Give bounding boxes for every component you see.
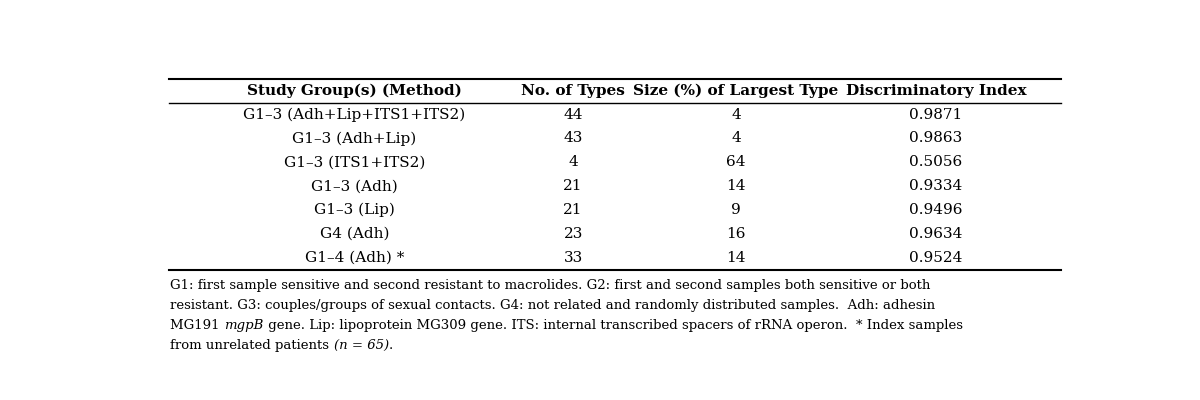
Text: 14: 14 xyxy=(726,179,745,193)
Text: 0.5056: 0.5056 xyxy=(910,155,962,169)
Text: 4: 4 xyxy=(731,132,740,146)
Text: 33: 33 xyxy=(564,251,583,265)
Text: 16: 16 xyxy=(726,227,745,241)
Text: 0.9863: 0.9863 xyxy=(910,132,962,146)
Text: 44: 44 xyxy=(564,108,583,122)
Text: 0.9334: 0.9334 xyxy=(910,179,962,193)
Text: 23: 23 xyxy=(564,227,583,241)
Text: G1–3 (Adh+Lip+ITS1+ITS2): G1–3 (Adh+Lip+ITS1+ITS2) xyxy=(244,108,466,122)
Text: 21: 21 xyxy=(564,203,583,217)
Text: gene. Lip: lipoprotein MG309 gene. ITS: internal transcribed spacers of rRNA ope: gene. Lip: lipoprotein MG309 gene. ITS: … xyxy=(264,319,962,332)
Text: MG191: MG191 xyxy=(170,319,224,332)
Text: resistant. G3: couples/groups of sexual contacts. G4: not related and randomly d: resistant. G3: couples/groups of sexual … xyxy=(170,299,936,312)
Text: No. of Types: No. of Types xyxy=(521,84,625,98)
Text: from unrelated patients: from unrelated patients xyxy=(170,339,334,352)
Text: G4 (Adh): G4 (Adh) xyxy=(320,227,389,241)
Text: G1–4 (Adh) *: G1–4 (Adh) * xyxy=(305,251,404,265)
Text: 0.9524: 0.9524 xyxy=(910,251,962,265)
Text: 4: 4 xyxy=(731,108,740,122)
Text: 43: 43 xyxy=(564,132,583,146)
Text: (n = 65): (n = 65) xyxy=(334,339,389,352)
Text: G1–3 (Adh+Lip): G1–3 (Adh+Lip) xyxy=(293,131,416,146)
Text: .: . xyxy=(389,339,394,352)
Text: G1–3 (Lip): G1–3 (Lip) xyxy=(314,203,395,217)
Text: G1–3 (ITS1+ITS2): G1–3 (ITS1+ITS2) xyxy=(284,155,425,169)
Text: 4: 4 xyxy=(569,155,578,169)
Text: 0.9871: 0.9871 xyxy=(910,108,962,122)
Text: 0.9634: 0.9634 xyxy=(910,227,962,241)
Text: mgpB: mgpB xyxy=(224,319,264,332)
Text: 9: 9 xyxy=(731,203,740,217)
Text: G1–3 (Adh): G1–3 (Adh) xyxy=(311,179,398,193)
Text: 64: 64 xyxy=(726,155,745,169)
Text: 21: 21 xyxy=(564,179,583,193)
Text: 14: 14 xyxy=(726,251,745,265)
Text: 0.9496: 0.9496 xyxy=(910,203,962,217)
Text: Discriminatory Index: Discriminatory Index xyxy=(846,84,1026,98)
Text: Size (%) of Largest Type: Size (%) of Largest Type xyxy=(634,84,839,98)
Text: Study Group(s) (Method): Study Group(s) (Method) xyxy=(247,84,462,98)
Text: G1: first sample sensitive and second resistant to macrolides. G2: first and sec: G1: first sample sensitive and second re… xyxy=(170,279,931,292)
